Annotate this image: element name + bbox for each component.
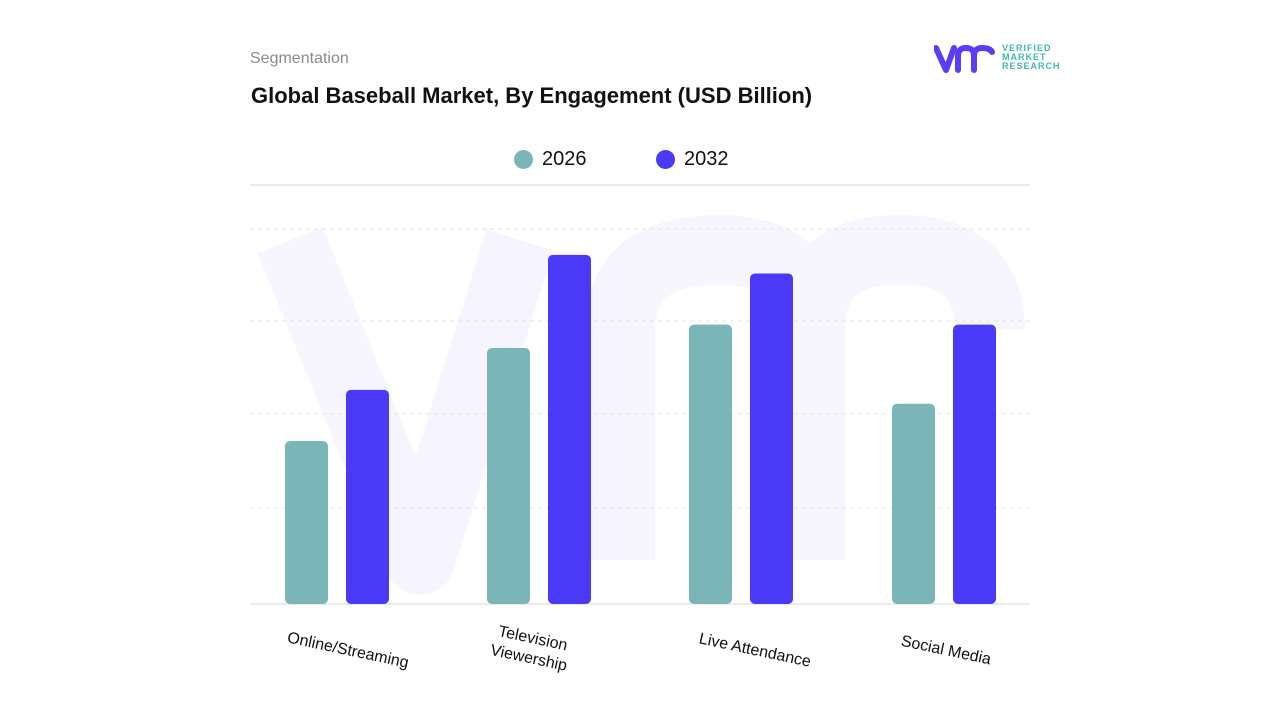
bar-2032-1 xyxy=(548,254,591,605)
legend-swatch-2032 xyxy=(656,150,675,169)
bars-group xyxy=(285,254,996,605)
x-tick-label: Online/Streaming xyxy=(286,629,410,671)
bar-2026-2 xyxy=(689,324,732,604)
bar-2032-2 xyxy=(750,273,793,604)
bar-2032-3 xyxy=(953,324,996,604)
bar-2032-0 xyxy=(346,389,389,604)
section-label: Segmentation xyxy=(250,50,349,67)
brand-logo: VERIFIED MARKET RESEARCH xyxy=(933,43,1064,76)
watermark-logo xyxy=(257,214,1025,595)
bar-2026-3 xyxy=(892,403,935,604)
x-tick-label: TelevisionViewership xyxy=(489,622,573,674)
legend-item-2032: 2032 xyxy=(656,148,729,171)
x-axis-labels: Online/Streaming TelevisionViewership Live… xyxy=(286,622,993,675)
vmr-logo-icon xyxy=(933,44,995,73)
legend-label-2032: 2032 xyxy=(684,148,729,170)
x-tick-label: Live Attendance xyxy=(697,630,812,670)
x-tick-label: Social Media xyxy=(899,633,992,669)
chart-title: Global Baseball Market, By Engagement (U… xyxy=(251,83,813,108)
bar-2026-0 xyxy=(285,441,328,604)
chart-legend: 2026 2032 xyxy=(0,148,1280,178)
legend-label-2026: 2026 xyxy=(542,148,587,170)
logo-wordmark: VERIFIED MARKET RESEARCH xyxy=(1002,43,1061,71)
legend-item-2026: 2026 xyxy=(514,148,587,171)
bar-2026-1 xyxy=(487,347,530,604)
legend-swatch-2026 xyxy=(514,150,533,169)
